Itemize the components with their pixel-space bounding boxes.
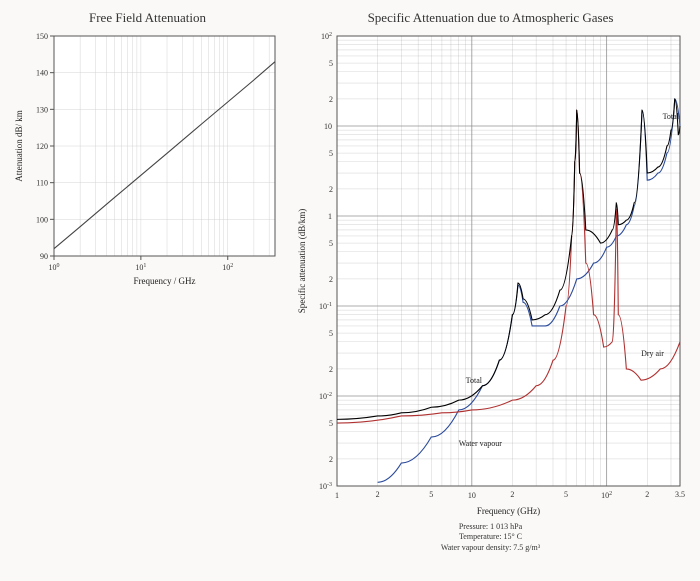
x-tick-label: 102 <box>222 263 233 272</box>
y-tick-label: 110 <box>36 179 48 188</box>
x-minor-label: 2 <box>510 490 514 499</box>
atmospheric-panel: Specific Attenuation due to Atmospheric … <box>293 10 688 571</box>
x-tick-label: 1 <box>335 491 339 500</box>
x-tick-label: 102 <box>601 491 612 500</box>
x-tick-label: 101 <box>135 263 146 272</box>
x-minor-label: 3.5 <box>675 490 685 499</box>
x-axis-label: Frequency / GHz <box>134 276 196 286</box>
right-chart-title: Specific Attenuation due to Atmospheric … <box>293 10 688 26</box>
y-tick-label: 10-2 <box>319 392 332 401</box>
y-tick-label: 130 <box>36 105 48 114</box>
y-tick-label: 10-1 <box>319 302 332 311</box>
x-minor-label: 5 <box>429 490 433 499</box>
x-tick-label: 10 <box>468 491 476 500</box>
y-tick-label: 140 <box>36 69 48 78</box>
y-tick-label: 10-3 <box>319 482 332 491</box>
annotation-total_high: Total <box>663 112 680 121</box>
footer-line: Temperature: 15° C <box>293 532 688 542</box>
y-minor-label: 5 <box>329 149 333 158</box>
annotation-total_low: Total <box>466 376 483 385</box>
x-axis-label: Frequency (GHz) <box>477 506 540 516</box>
y-tick-label: 102 <box>321 32 332 41</box>
footer-line: Water vapour density: 7.5 g/m³ <box>293 543 688 553</box>
y-minor-label: 5 <box>329 419 333 428</box>
chart-footer: Pressure: 1 013 hPaTemperature: 15° CWat… <box>293 522 688 553</box>
x-minor-label: 5 <box>564 490 568 499</box>
x-tick-label: 100 <box>49 263 60 272</box>
y-tick-label: 100 <box>36 215 48 224</box>
y-minor-label: 5 <box>329 329 333 338</box>
y-tick-label: 1 <box>328 212 332 221</box>
free-field-chart: 10010110290100110120130140150Frequency /… <box>10 30 285 290</box>
y-minor-label: 5 <box>329 239 333 248</box>
y-axis-label: Attenuation dB/ km <box>14 110 24 182</box>
annotation-water_vapour: Water vapour <box>459 439 502 448</box>
atmospheric-chart: 1 10 102 2 5 2 5 2 3.5 10-3 10-2 10-1 1 10 102 2 5 2 5 2 5 2 5… <box>293 30 688 520</box>
y-minor-label: 2 <box>329 455 333 464</box>
annotation-dry_air: Dry air <box>641 349 664 358</box>
y-tick-label: 10 <box>324 122 332 131</box>
x-minor-label: 2 <box>645 490 649 499</box>
y-axis-label: Specific attenuation (dB/km) <box>297 209 307 313</box>
y-minor-label: 2 <box>329 365 333 374</box>
y-minor-label: 2 <box>329 275 333 284</box>
left-chart-title: Free Field Attenuation <box>10 10 285 26</box>
y-tick-label: 90 <box>40 252 48 261</box>
y-minor-label: 5 <box>329 59 333 68</box>
y-tick-label: 150 <box>36 32 48 41</box>
y-tick-label: 120 <box>36 142 48 151</box>
x-minor-label: 2 <box>376 490 380 499</box>
y-minor-label: 2 <box>329 185 333 194</box>
free-field-panel: Free Field Attenuation 10010110290100110… <box>10 10 285 571</box>
y-minor-label: 2 <box>329 95 333 104</box>
footer-line: Pressure: 1 013 hPa <box>293 522 688 532</box>
